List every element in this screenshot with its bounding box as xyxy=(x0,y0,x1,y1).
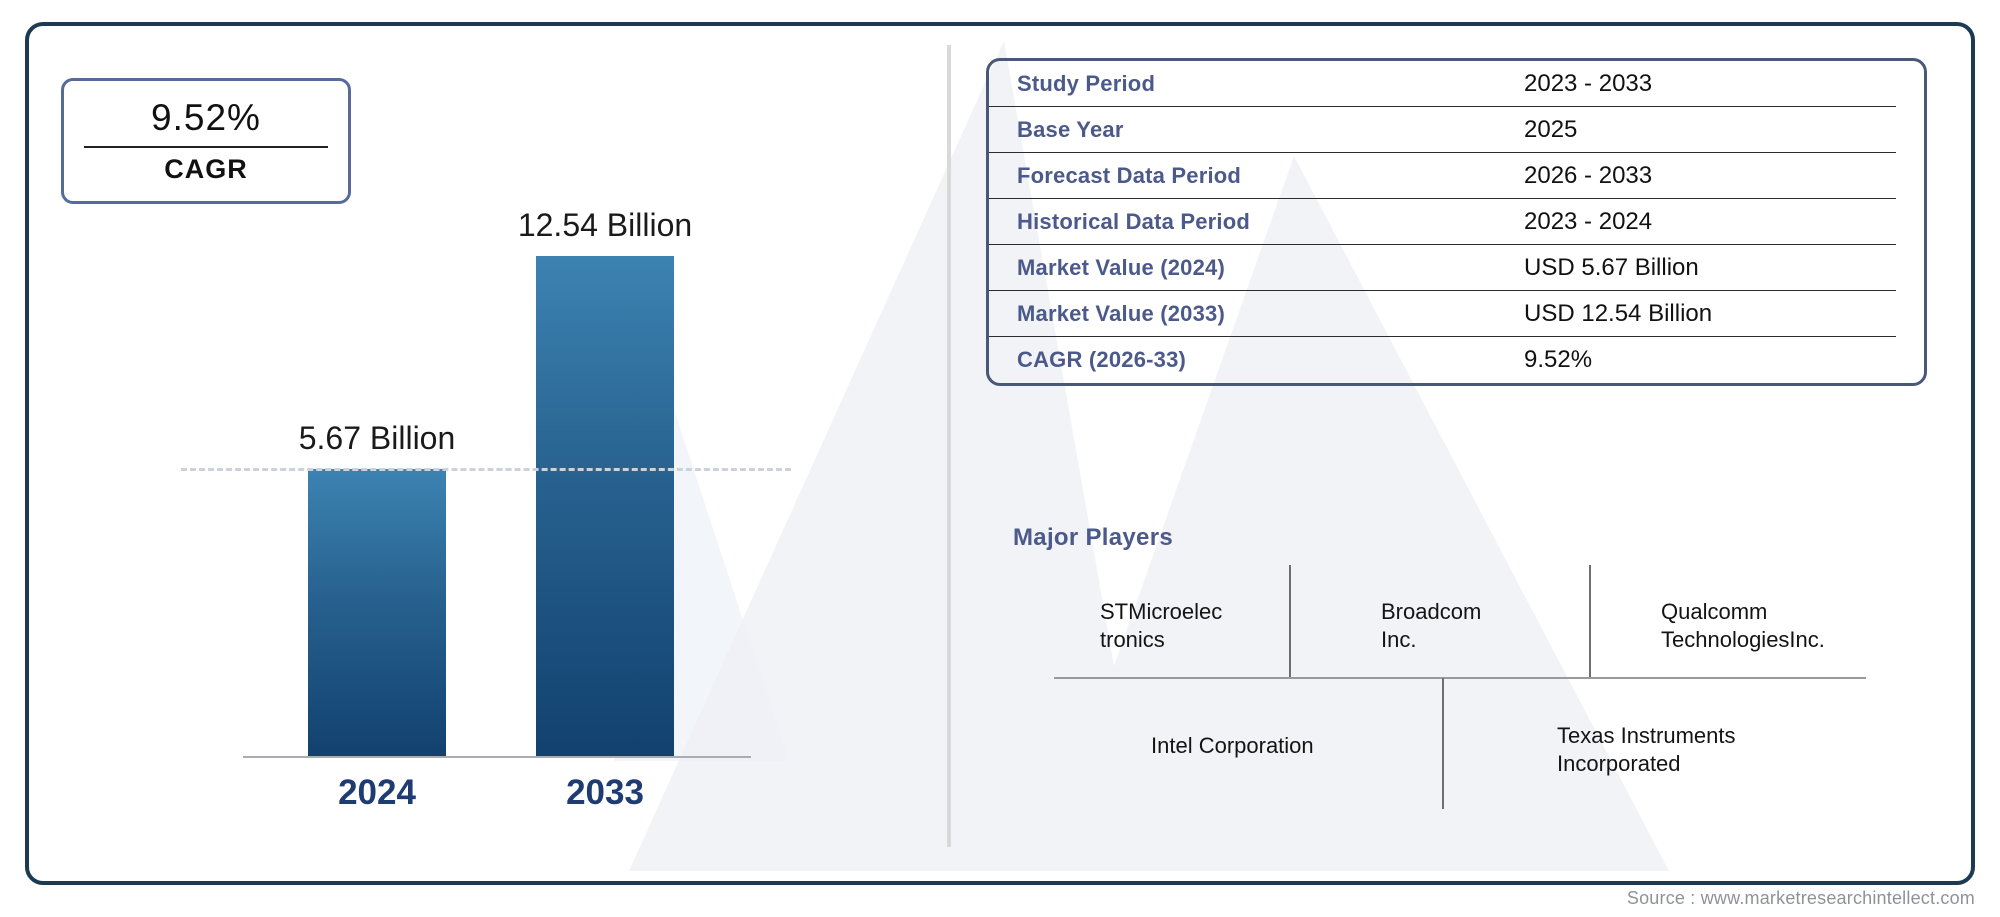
reference-dashed-line xyxy=(181,468,791,471)
table-row: Forecast Data Period 2026 - 2033 xyxy=(989,153,1924,199)
table-row: Market Value (2033) USD 12.54 Billion xyxy=(989,291,1924,337)
table-row: Base Year 2025 xyxy=(989,107,1924,153)
row-value: 9.52% xyxy=(1524,346,1593,373)
study-info-table: Study Period 2023 - 2033 Base Year 2025 … xyxy=(986,58,1927,386)
row-label: CAGR (2026-33) xyxy=(1017,347,1187,372)
players-divider-vertical-1 xyxy=(1289,565,1291,677)
outer-frame: 9.52% CAGR 5.67 Billion 12.54 Billion 20… xyxy=(25,22,1975,885)
table-row: Study Period 2023 - 2033 xyxy=(989,61,1924,107)
cagr-box: 9.52% CAGR xyxy=(61,78,351,204)
source-attribution: Source : www.marketresearchintellect.com xyxy=(1626,888,1975,908)
row-value: USD 12.54 Billion xyxy=(1524,300,1713,327)
player-broadcom: Broadcom Inc. xyxy=(1381,599,1482,652)
players-divider-horizontal xyxy=(1054,677,1866,679)
player-intel: Intel Corporation xyxy=(1151,733,1314,758)
row-value: 2023 - 2024 xyxy=(1524,208,1653,235)
row-label: Historical Data Period xyxy=(1017,209,1251,234)
row-label: Forecast Data Period xyxy=(1017,163,1242,188)
bar-2033: 12.54 Billion xyxy=(518,207,692,756)
row-label: Base Year xyxy=(1017,117,1124,142)
x-axis-line xyxy=(243,756,751,758)
panel-divider xyxy=(947,45,951,847)
player-qualcomm: Qualcomm TechnologiesInc. xyxy=(1661,599,1825,652)
players-divider-vertical-2 xyxy=(1589,565,1591,677)
table-row: Market Value (2024) USD 5.67 Billion xyxy=(989,245,1924,291)
player-texas-instruments: Texas Instruments Incorporated xyxy=(1557,723,1736,776)
bar-2024-value-label: 5.67 Billion xyxy=(298,420,456,456)
bar-2033-value-label: 12.54 Billion xyxy=(517,207,693,243)
player-stmicroelectronics: STMicroelectronics xyxy=(1100,599,1223,652)
bar-2024: 5.67 Billion xyxy=(299,420,455,756)
row-value: 2025 xyxy=(1524,116,1578,143)
row-label: Study Period xyxy=(1017,71,1156,96)
x-tick-2033: 2033 xyxy=(566,773,644,812)
row-label: Market Value (2033) xyxy=(1017,301,1226,326)
row-value: 2026 - 2033 xyxy=(1524,162,1653,189)
table-row: Historical Data Period 2023 - 2024 xyxy=(989,199,1924,245)
players-divider-vertical-3 xyxy=(1442,678,1444,809)
x-tick-2024: 2024 xyxy=(338,773,416,812)
row-label: Market Value (2024) xyxy=(1017,255,1226,280)
row-value: USD 5.67 Billion xyxy=(1524,254,1699,281)
row-value: 2023 - 2033 xyxy=(1524,70,1653,97)
cagr-value: 9.52% xyxy=(151,97,261,138)
cagr-divider-line xyxy=(84,146,328,148)
table-row: CAGR (2026-33) 9.52% xyxy=(989,337,1924,383)
cagr-label: CAGR xyxy=(164,154,248,184)
major-players-heading: Major Players xyxy=(1013,524,1173,551)
